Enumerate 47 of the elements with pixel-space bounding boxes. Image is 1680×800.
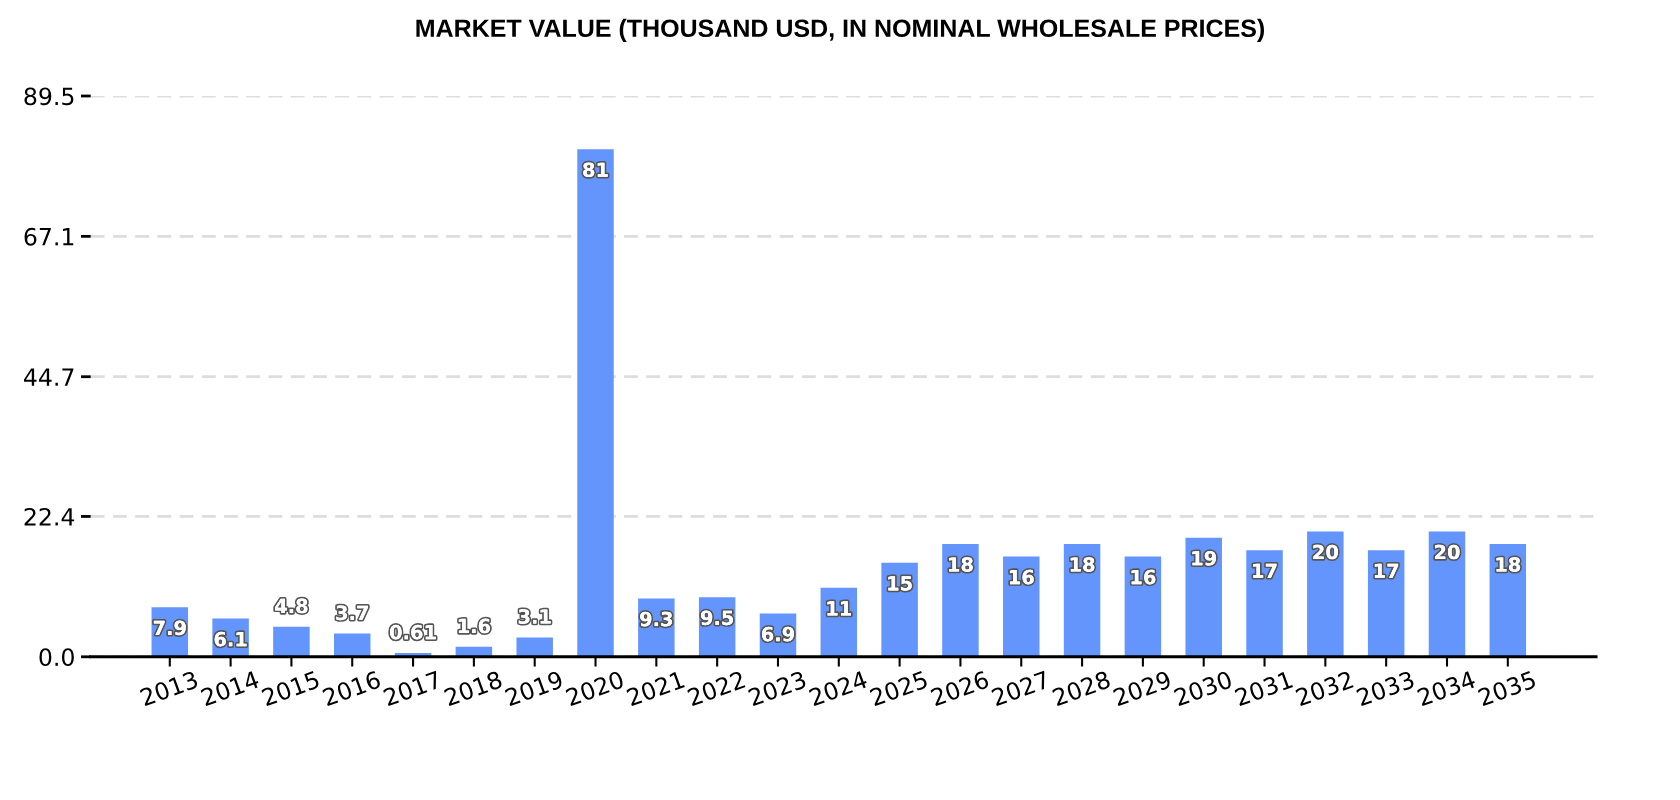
x-tick-label: 2017 [382, 670, 442, 707]
data-label: 9.3 [640, 611, 673, 627]
x-tick-label: 2031 [1234, 670, 1294, 707]
data-label: 20 [1313, 544, 1338, 560]
x-tick-label: 2016 [321, 670, 382, 707]
data-label: 18 [1496, 557, 1521, 572]
x-tick-label: 2032 [1294, 670, 1354, 707]
data-label: 19 [1192, 550, 1216, 566]
data-label: 15 [888, 576, 912, 591]
data-label: 6.9 [761, 626, 794, 642]
data-label: 17 [1374, 563, 1399, 578]
x-tick-label: 2035 [1477, 670, 1537, 707]
data-label: 9.5 [700, 610, 734, 626]
x-tick-label: 2033 [1355, 670, 1415, 707]
y-tick-label: 89.5 [24, 87, 74, 106]
data-label: 6.1 [214, 631, 247, 647]
x-tick-label: 2015 [261, 670, 321, 707]
data-label: 16 [1009, 569, 1034, 585]
y-tick-label: 22.4 [24, 507, 75, 526]
data-label: 20 [1435, 544, 1460, 560]
x-tick-label: 2025 [869, 670, 929, 707]
x-tick-label: 2022 [686, 670, 746, 707]
x-tick-label: 2013 [139, 670, 199, 707]
data-label: 11 [827, 601, 851, 616]
y-tick-label: 67.1 [24, 227, 74, 246]
data-label: 18 [949, 557, 973, 572]
x-tick-label: 2018 [443, 670, 503, 707]
data-label: 18 [1070, 557, 1095, 572]
y-tick-label: 0.0 [39, 648, 74, 667]
chart-title: MARKET VALUE (THOUSAND USD, IN NOMINAL WHOLESALE PRICES) [416, 18, 1264, 43]
data-label: 16 [1131, 569, 1156, 585]
x-tick-label: 2030 [1173, 670, 1233, 707]
x-tick-label: 2028 [1051, 670, 1112, 707]
data-label: 17 [1253, 563, 1277, 578]
x-tick-label: 2023 [747, 670, 807, 707]
y-tick-label: 44.7 [24, 368, 74, 386]
x-tick-label: 2024 [808, 670, 869, 707]
x-tick-label: 2026 [930, 670, 990, 707]
x-tick-label: 2034 [1416, 670, 1477, 707]
x-tick-label: 2019 [504, 670, 564, 707]
data-label: 81 [583, 162, 608, 178]
x-tick-label: 2014 [200, 670, 260, 707]
x-tick-label: 2021 [625, 670, 685, 707]
data-label: 7.9 [153, 620, 186, 636]
x-tick-label: 2020 [565, 670, 625, 707]
x-tick-label: 2029 [1112, 670, 1172, 707]
x-tick-label: 2027 [990, 670, 1050, 707]
